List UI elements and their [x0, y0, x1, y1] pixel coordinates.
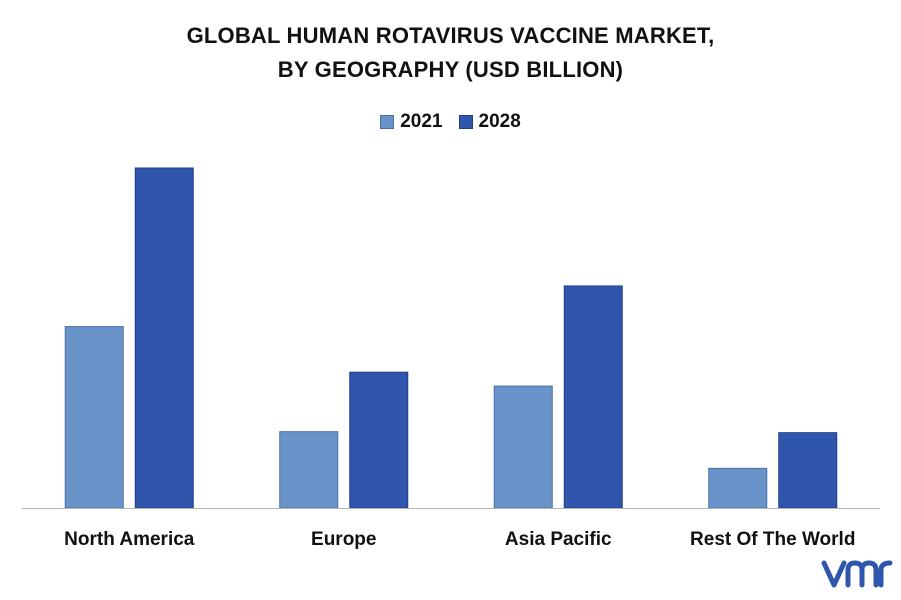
- bar-europe-2021: [279, 431, 339, 509]
- legend-label-2028: 2028: [478, 111, 521, 132]
- chart-title: GLOBAL HUMAN ROTAVIRUS VACCINE MARKET,: [186, 23, 715, 48]
- bar-asia-pacific-2028: [563, 285, 623, 509]
- x-tick-label: Asia Pacific: [505, 529, 612, 550]
- legend-item-2021: 2021: [380, 111, 443, 133]
- x-tick-label: Europe: [311, 529, 376, 550]
- x-tick-label: Rest Of The World: [690, 529, 855, 550]
- legend-swatch-2028: [458, 115, 473, 129]
- legend-label-2021: 2021: [400, 111, 443, 132]
- bar-asia-pacific-2021: [493, 385, 553, 509]
- bar-north-america-2028: [134, 167, 194, 509]
- legend-item-2028: 2028: [458, 111, 521, 133]
- bar-europe-2028: [349, 371, 409, 509]
- bar-rest-of-the-world-2021: [708, 467, 768, 509]
- vmr-logo-icon: [821, 560, 893, 588]
- chart-subtitle: BY GEOGRAPHY (USD BILLION): [277, 57, 624, 82]
- chart-legend: 2021 2028: [0, 111, 901, 133]
- legend-swatch-2021: [380, 115, 395, 129]
- x-tick-label: North America: [64, 529, 195, 550]
- bar-north-america-2021: [64, 326, 124, 509]
- bar-rest-of-the-world-2028: [778, 432, 838, 509]
